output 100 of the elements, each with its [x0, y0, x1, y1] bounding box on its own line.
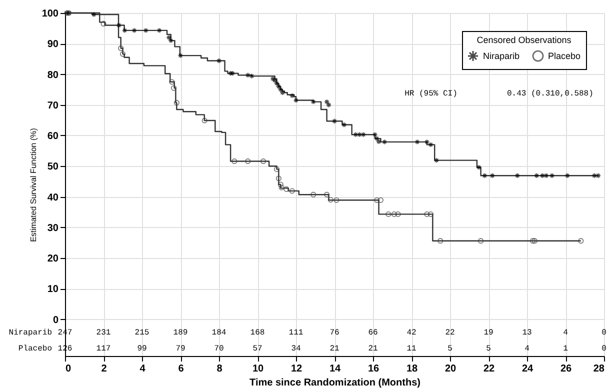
- point: [178, 52, 184, 58]
- point: [245, 72, 251, 78]
- annotation: 19: [484, 328, 494, 338]
- y-tick-label: 40: [47, 192, 59, 204]
- y-axis-title: Estimated Survival Function (%): [28, 128, 38, 242]
- annotation: 99: [137, 344, 147, 354]
- text: Placebo: [18, 344, 52, 354]
- point: [438, 238, 444, 244]
- point: [428, 211, 434, 217]
- annotation: 70: [214, 344, 224, 354]
- text: Niraparib: [8, 328, 52, 338]
- point: [293, 97, 299, 104]
- point: [245, 158, 251, 164]
- y-tick-label: 30: [47, 222, 59, 234]
- point: [122, 28, 128, 34]
- annotation: 57: [252, 344, 262, 354]
- annotation: 11: [406, 344, 416, 354]
- point: [100, 20, 106, 27]
- annotation: 184: [212, 328, 226, 338]
- annotation: 79: [176, 344, 186, 354]
- point: [310, 99, 316, 105]
- x-tick-label: 4: [140, 364, 146, 374]
- point: [478, 238, 484, 244]
- point: [232, 158, 238, 164]
- point: [578, 238, 584, 244]
- point: [278, 184, 284, 190]
- point: [391, 211, 397, 217]
- point: [278, 182, 284, 188]
- point: [386, 211, 392, 217]
- point: [280, 90, 286, 96]
- y-tick-label: 0: [52, 314, 59, 326]
- point: [230, 70, 236, 76]
- annotation: 1: [563, 344, 568, 354]
- annotation: 0: [602, 328, 607, 338]
- annotation: 21: [368, 344, 378, 354]
- point: [169, 79, 175, 85]
- y-tick-label: 60: [47, 131, 59, 142]
- point: [341, 122, 347, 128]
- point: [360, 132, 366, 138]
- point: [434, 158, 440, 164]
- point: [132, 28, 138, 34]
- point: [374, 197, 380, 203]
- annotation: 22: [445, 328, 455, 338]
- annotation: 76: [330, 328, 340, 338]
- point: [332, 118, 338, 124]
- x-tick-label: 2: [101, 364, 108, 374]
- x-tick-label: 6: [178, 364, 184, 374]
- annotation: 5: [448, 344, 453, 354]
- annotation: 168: [250, 328, 265, 338]
- annotation: HR (95% CI): [404, 90, 458, 99]
- point: [276, 176, 282, 182]
- point: [202, 118, 208, 124]
- point: [476, 164, 482, 170]
- x-tick-label: 26: [560, 364, 572, 374]
- point: [170, 85, 177, 91]
- point: [428, 142, 434, 148]
- point: [216, 58, 222, 64]
- legend-label: Niraparib: [483, 51, 520, 61]
- point: [352, 132, 358, 138]
- y-tick-label: 90: [47, 39, 59, 50]
- point: [424, 139, 430, 145]
- point: [324, 99, 330, 105]
- point: [482, 172, 488, 178]
- point: [274, 80, 280, 86]
- annotation: 231: [96, 328, 111, 338]
- point: [490, 172, 496, 178]
- point: [116, 22, 122, 28]
- annotation: 5: [486, 344, 492, 354]
- x-tick-label: 14: [329, 364, 341, 374]
- point: [289, 188, 295, 194]
- x-tick-label: 24: [522, 364, 534, 374]
- point: [592, 172, 598, 178]
- x-tick-label: 22: [483, 364, 495, 374]
- point: [156, 28, 162, 34]
- point: [276, 84, 282, 90]
- point: [356, 132, 362, 138]
- x-tick-label: 0: [66, 364, 72, 374]
- point: [284, 186, 290, 192]
- x-tick-label: 8: [216, 364, 223, 374]
- point: [334, 197, 340, 203]
- point: [530, 238, 536, 244]
- point: [272, 78, 278, 84]
- point: [564, 172, 570, 178]
- point: [118, 45, 124, 52]
- annotation: 34: [291, 344, 301, 354]
- y-tick-label: 10: [47, 284, 59, 296]
- point: [395, 211, 401, 217]
- y-tick-label: 70: [47, 100, 59, 112]
- annotation: 4: [524, 344, 530, 354]
- point: [532, 238, 538, 244]
- annotation: 42: [406, 328, 416, 338]
- y-tick-label: 100: [42, 8, 59, 20]
- annotation: 21: [330, 344, 340, 354]
- point: [324, 192, 330, 198]
- point: [514, 172, 520, 178]
- point: [378, 197, 384, 203]
- annotation: 189: [173, 328, 188, 338]
- point: [174, 100, 180, 106]
- point: [424, 211, 430, 217]
- x-tick-label: 18: [406, 364, 418, 374]
